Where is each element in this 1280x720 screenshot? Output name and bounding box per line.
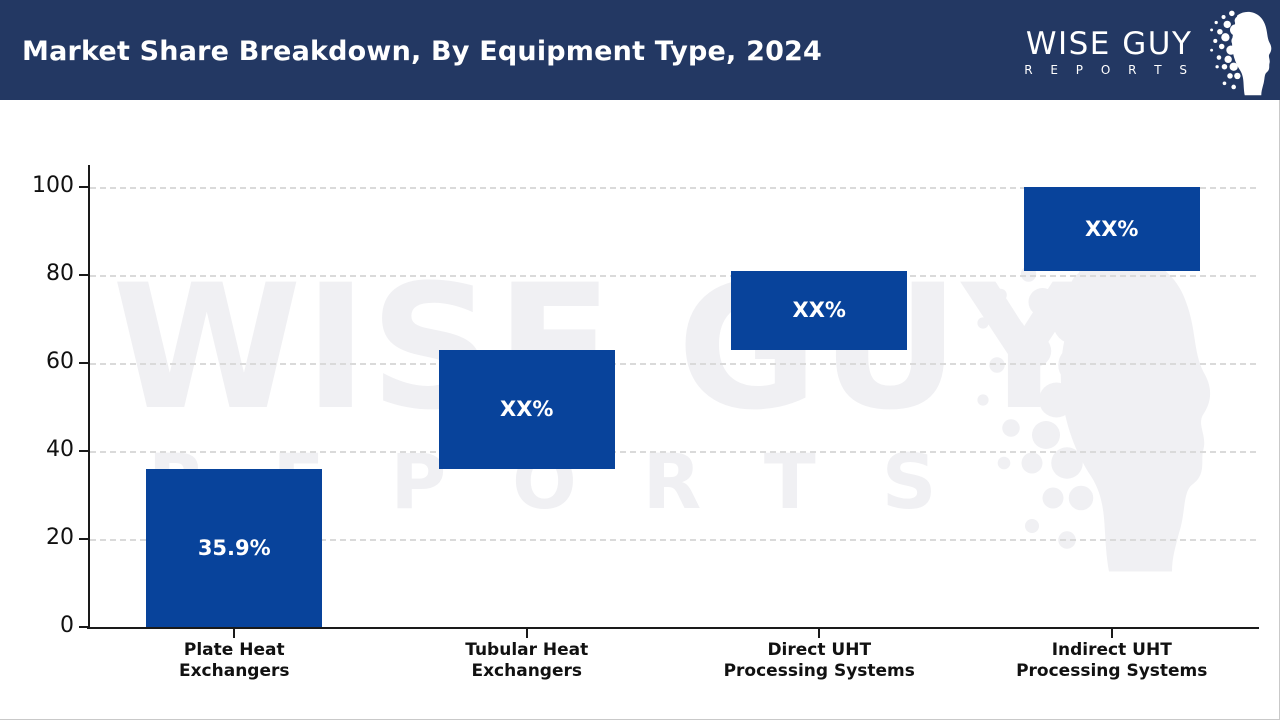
gridline-80 [90,275,1256,277]
x-tick-mark [1110,629,1113,638]
bar-value-label: XX% [1085,216,1139,241]
gridline-40 [90,451,1256,453]
y-axis-line [88,165,90,629]
x-category-label: Plate Heat Exchangers [104,640,364,682]
x-category-label-line: Exchangers [178,661,290,681]
x-tick-mark [818,629,821,638]
bar-segment: XX% [438,349,615,470]
wise-guy-reports-logo: WISE GUY R E P O R T S [1012,4,1272,96]
bar-segment: XX% [1023,187,1200,271]
header-bar: Market Share Breakdown, By Equipment Typ… [0,0,1280,100]
x-category-label: Indirect UHT Processing Systems [982,640,1242,682]
y-tick-mark [79,186,90,188]
x-category-label: Tubular Heat Exchangers [397,640,657,682]
bar-segment: XX% [731,270,908,350]
x-category-label-line: Direct UHT [767,640,872,660]
y-tick-mark [79,274,90,276]
x-axis-line [87,627,1259,629]
bar-value-label: XX% [792,298,846,323]
x-category-label-line: Exchangers [471,661,583,681]
gridline-60 [90,363,1256,365]
y-tick-mark [79,450,90,452]
x-tick-mark [525,629,528,638]
gridline-20 [90,539,1256,541]
y-tick-label: 60 [46,349,74,374]
y-tick-label: 80 [46,261,74,286]
bar-value-label: 35.9% [197,536,271,560]
y-tick-label: 20 [46,525,74,550]
page-title: Market Share Breakdown, By Equipment Typ… [22,36,823,67]
watermark-head-logo [977,249,1211,572]
y-tick-mark [79,626,90,628]
bar-value-label: XX% [500,397,554,422]
y-tick-label: 40 [46,437,74,462]
y-tick-mark [79,362,90,364]
y-tick-label: 100 [32,173,74,198]
logo-reports-label: R E P O R T S [1024,63,1194,77]
chart-plot-area: 0 20 40 60 80 100 35.9% Plate Heat Exchangers XX%… [0,100,1280,720]
x-tick-mark [233,629,236,638]
x-category-label-line: Processing Systems [723,661,915,681]
x-category-label-line: Indirect UHT [1051,640,1172,660]
x-category-label-line: Processing Systems [1016,661,1208,681]
bar-segment: 35.9% [146,469,323,627]
y-tick-mark [79,538,90,540]
x-category-label: Direct UHT Processing Systems [689,640,949,682]
gridline-100 [90,187,1256,189]
logo-wiseguy-label: WISE GUY [1025,26,1193,62]
logo-head-icon [1210,10,1272,96]
x-category-label-line: Plate Heat [183,640,285,660]
y-tick-label: 0 [60,613,74,638]
x-category-label-line: Tubular Heat [465,640,589,660]
logo-text: WISE GUY R E P O R T S [1024,26,1194,77]
